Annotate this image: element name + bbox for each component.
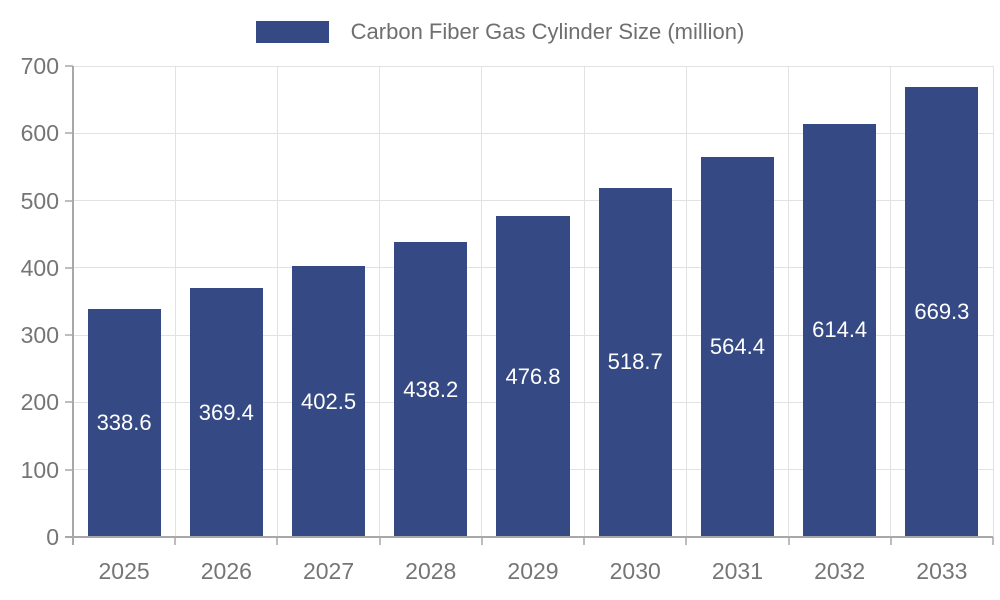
bar-value-label: 518.7 — [607, 349, 663, 375]
bar-value-label: 438.2 — [403, 376, 459, 402]
y-axis-line — [72, 66, 74, 545]
bar-value-label: 669.3 — [914, 298, 970, 324]
y-tick — [65, 401, 73, 404]
bar: 518.7 — [598, 187, 672, 537]
x-tick — [276, 537, 279, 545]
bar-value-label: 476.8 — [505, 363, 561, 389]
y-tick — [65, 132, 73, 135]
y-gridline — [73, 132, 993, 134]
bar-value-label: 564.4 — [709, 334, 765, 360]
x-gridline — [481, 66, 483, 537]
bar: 669.3 — [905, 86, 979, 537]
x-tick — [787, 537, 790, 545]
y-tick — [65, 468, 73, 471]
bar: 338.6 — [87, 309, 161, 537]
x-gridline — [788, 66, 790, 537]
y-tick — [65, 266, 73, 269]
x-gridline — [992, 66, 994, 537]
x-tick-label: 2029 — [507, 558, 559, 584]
x-gridline — [583, 66, 585, 537]
x-tick — [583, 537, 586, 545]
y-tick-label: 400 — [20, 254, 59, 281]
bar: 438.2 — [394, 242, 468, 537]
bar: 476.8 — [496, 216, 570, 537]
chart-legend: Carbon Fiber Gas Cylinder Size (million) — [0, 15, 1000, 49]
x-tick — [685, 537, 688, 545]
x-gridline — [379, 66, 381, 537]
x-tick — [174, 537, 177, 545]
bar-value-label: 369.4 — [198, 399, 254, 425]
bar: 402.5 — [292, 266, 366, 537]
x-tick-label: 2031 — [711, 558, 764, 584]
x-tick-label: 2030 — [609, 558, 661, 584]
x-gridline — [685, 66, 687, 537]
x-tick-label: 2026 — [200, 558, 252, 584]
y-tick-label: 100 — [20, 456, 59, 483]
bar-value-label: 614.4 — [812, 317, 868, 343]
x-tick-label: 2033 — [916, 558, 968, 584]
y-gridline — [73, 65, 993, 67]
y-gridline — [73, 200, 993, 202]
x-gridline — [890, 66, 892, 537]
y-tick-label: 0 — [46, 524, 59, 550]
y-tick-label: 200 — [20, 389, 59, 416]
bar: 564.4 — [700, 157, 774, 537]
bar: 369.4 — [189, 288, 263, 537]
x-tick-label: 2032 — [814, 558, 866, 584]
bar-value-label: 338.6 — [96, 410, 152, 436]
x-tick-label: 2028 — [405, 558, 457, 584]
bar: 614.4 — [803, 123, 877, 537]
x-gridline — [174, 66, 176, 537]
x-gridline — [276, 66, 278, 537]
y-tick-label: 600 — [20, 120, 59, 147]
x-tick — [889, 537, 892, 545]
bar-value-label: 402.5 — [301, 388, 357, 414]
x-tick-label: 2025 — [98, 558, 150, 584]
x-tick — [378, 537, 381, 545]
legend-swatch — [255, 21, 329, 43]
y-tick — [65, 334, 73, 337]
y-tick — [65, 65, 73, 67]
y-tick-label: 500 — [20, 187, 59, 214]
x-axis-line — [65, 536, 993, 538]
legend-label: Carbon Fiber Gas Cylinder Size (million) — [350, 19, 745, 44]
y-tick-label: 300 — [20, 322, 59, 349]
y-tick — [65, 199, 73, 202]
y-tick-label: 700 — [20, 53, 59, 79]
x-tick — [480, 537, 483, 545]
x-tick — [992, 537, 994, 545]
x-tick-label: 2027 — [302, 558, 355, 584]
